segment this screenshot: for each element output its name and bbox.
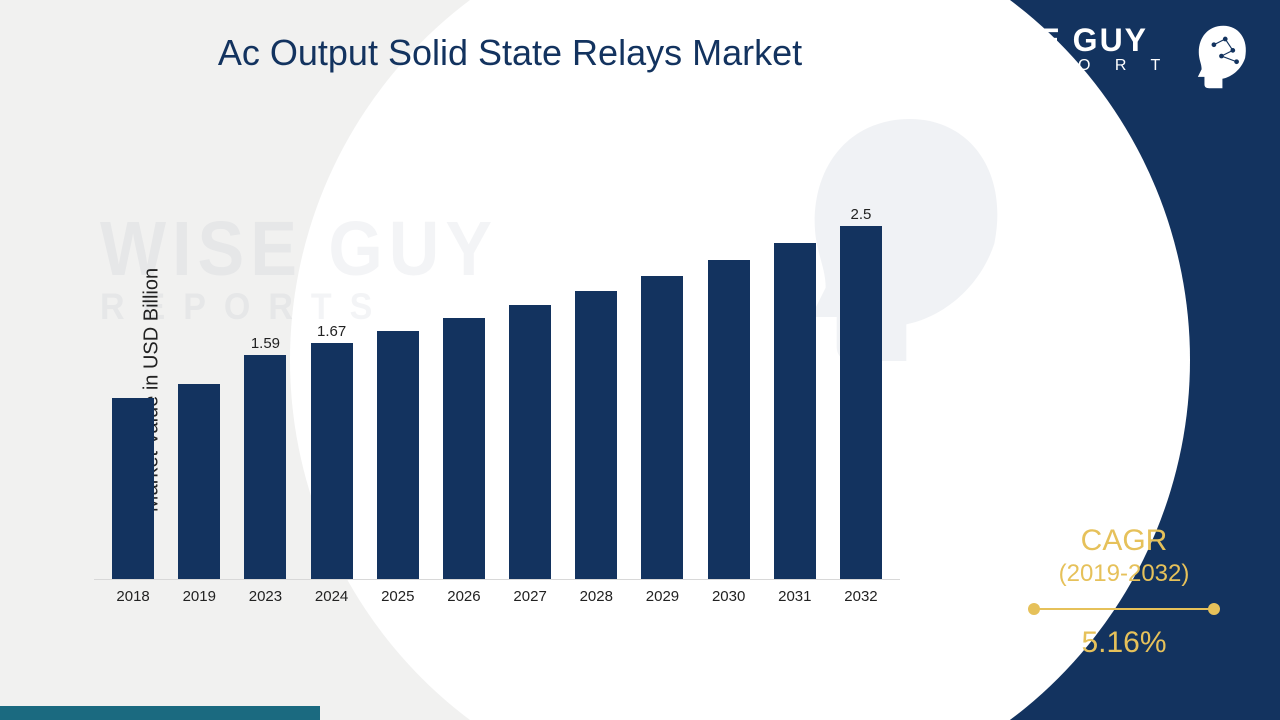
bar <box>840 226 882 579</box>
bar-2026 <box>431 170 497 579</box>
bar-2028 <box>563 170 629 579</box>
cagr-label: CAGR <box>1004 524 1244 558</box>
x-tick: 2030 <box>696 584 762 610</box>
bar-2025 <box>365 170 431 579</box>
bar <box>244 355 286 579</box>
chart-title: Ac Output Solid State Relays Market <box>120 32 900 74</box>
bar <box>443 318 485 579</box>
x-axis: 2018201920232024202520262027202820292030… <box>94 584 900 610</box>
bar-2032: 2.5 <box>828 170 894 579</box>
x-tick: 2031 <box>762 584 828 610</box>
bottom-accent-bar <box>0 706 320 720</box>
bar <box>377 331 419 579</box>
cagr-divider <box>1034 608 1214 610</box>
plot-area: 1.59 1.67 2.5 <box>94 170 900 580</box>
bar <box>112 398 154 579</box>
x-tick: 2029 <box>629 584 695 610</box>
bar-chart: Market Value in USD Billion 1.591.672.5 … <box>70 170 900 610</box>
bar-2030 <box>696 170 762 579</box>
bar <box>708 260 750 579</box>
x-tick: 2026 <box>431 584 497 610</box>
brand-logo: WISE GUY R E P O R T S <box>972 22 1252 92</box>
bar <box>641 276 683 579</box>
bar-2031 <box>762 170 828 579</box>
bar-value-label: 1.59 <box>251 335 280 352</box>
x-tick: 2027 <box>497 584 563 610</box>
bar-2023: 1.59 <box>232 170 298 579</box>
cagr-panel: CAGR (2019-2032) 5.16% <box>1004 524 1244 660</box>
brain-head-icon <box>1195 22 1252 92</box>
bar <box>509 305 551 579</box>
brand-main-text: WISE GUY <box>972 24 1185 56</box>
bars-container: 1.59 1.67 2.5 <box>94 170 900 579</box>
x-tick: 2032 <box>828 584 894 610</box>
bar-value-label: 2.5 <box>851 206 872 223</box>
x-tick: 2028 <box>563 584 629 610</box>
cagr-value: 5.16% <box>1004 626 1244 660</box>
report-card: Ac Output Solid State Relays Market WISE… <box>0 0 1280 720</box>
bar-2024: 1.67 <box>299 170 365 579</box>
bar <box>178 384 220 579</box>
bar-2018 <box>100 170 166 579</box>
bar <box>575 291 617 579</box>
x-tick: 2023 <box>232 584 298 610</box>
cagr-range: (2019-2032) <box>1004 560 1244 588</box>
x-tick: 2025 <box>365 584 431 610</box>
x-tick: 2018 <box>100 584 166 610</box>
bar <box>311 343 353 579</box>
bar-2029 <box>629 170 695 579</box>
bar-value-label: 1.67 <box>317 323 346 340</box>
bar <box>774 243 816 579</box>
bar-2019 <box>166 170 232 579</box>
x-tick: 2024 <box>299 584 365 610</box>
brand-sub-text: R E P O R T S <box>972 58 1185 90</box>
x-tick: 2019 <box>166 584 232 610</box>
bar-2027 <box>497 170 563 579</box>
